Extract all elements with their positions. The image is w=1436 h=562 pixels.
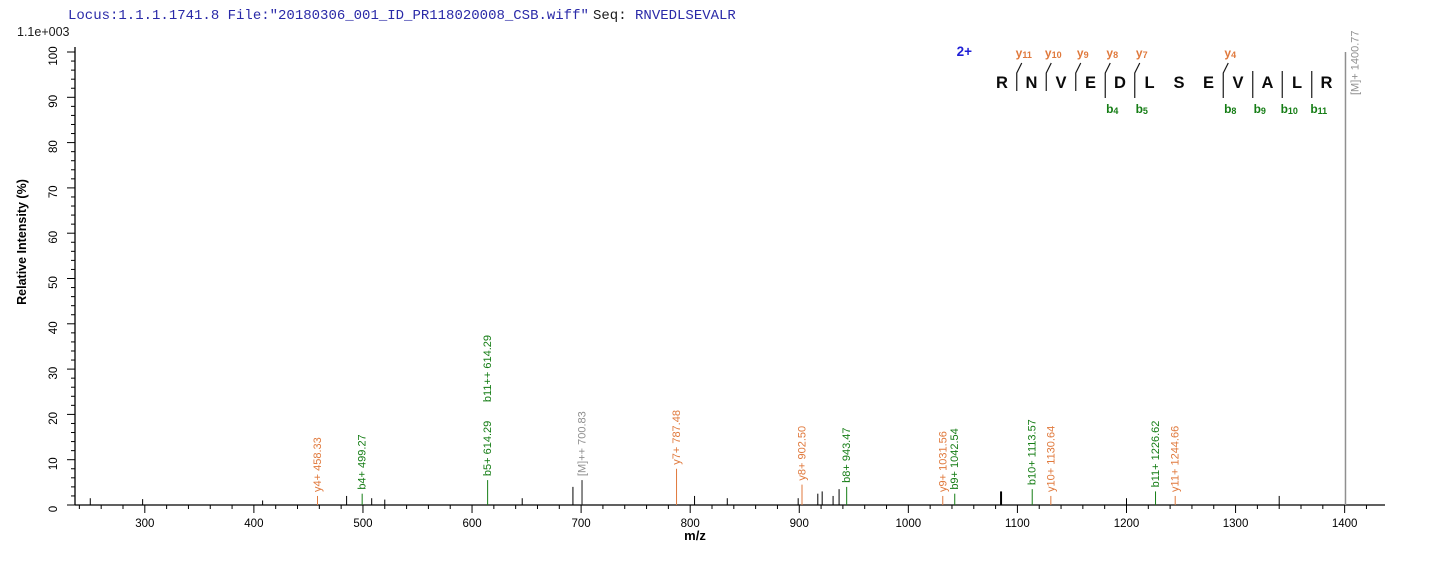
residue-letter: L bbox=[1144, 74, 1154, 92]
locus-file-text: Locus:1.1.1.1741.8 File:"20180306_001_ID… bbox=[68, 8, 589, 24]
y-ion-label: y11 bbox=[1016, 46, 1032, 60]
x-tick-label: 1400 bbox=[1332, 518, 1358, 530]
peak-label: y7+ 787.48 bbox=[671, 410, 683, 465]
peak-label: y9+ 1031.56 bbox=[937, 431, 949, 492]
x-tick-label: 900 bbox=[790, 518, 809, 530]
sequence-header: Seq: RNVEDLSEVALR bbox=[593, 8, 736, 24]
y-tick-label: 60 bbox=[48, 231, 60, 244]
b-ion-label: b11 bbox=[1310, 102, 1327, 116]
y-tick-label: 50 bbox=[48, 276, 60, 289]
peak-label: y8+ 902.50 bbox=[796, 426, 808, 481]
x-tick-label: 1200 bbox=[1114, 518, 1140, 530]
y-ion-label: y9 bbox=[1077, 46, 1089, 60]
x-tick-label: 500 bbox=[353, 518, 372, 530]
y-ion-label: y7 bbox=[1136, 46, 1148, 60]
residue-letter: N bbox=[1026, 74, 1038, 92]
b-ion-label: b5 bbox=[1136, 102, 1148, 116]
x-tick-label: 400 bbox=[244, 518, 263, 530]
residue-letter: A bbox=[1262, 74, 1274, 92]
x-tick-label: 600 bbox=[462, 518, 481, 530]
y-tick-label: 30 bbox=[48, 367, 60, 380]
residue-letter: V bbox=[1232, 74, 1243, 92]
fragment-divider bbox=[1104, 62, 1111, 98]
x-tick-label: 1300 bbox=[1223, 518, 1249, 530]
peak-label: b9+ 1042.54 bbox=[949, 428, 961, 489]
peak-label: b10+ 1113.57 bbox=[1027, 419, 1039, 485]
fragment-divider bbox=[1045, 62, 1052, 91]
charge-state-label: 2+ bbox=[957, 44, 973, 59]
x-tick-label: 800 bbox=[681, 518, 700, 530]
x-tick-label: 1000 bbox=[896, 518, 922, 530]
b-ion-label: b10 bbox=[1281, 102, 1298, 116]
x-axis-title: m/z bbox=[684, 528, 706, 543]
peak-label: b11++ 614.29 bbox=[482, 335, 494, 402]
fragment-divider bbox=[1134, 62, 1141, 98]
peak-label: y10+ 1130.64 bbox=[1045, 426, 1057, 492]
max-intensity-label: 1.1e+003 bbox=[17, 25, 70, 39]
y-tick-label: 80 bbox=[48, 140, 60, 153]
y-tick-label: 10 bbox=[48, 457, 60, 470]
y-axis-title: Relative Intensity (%) bbox=[15, 179, 29, 305]
peak-label: y11+ 1244.66 bbox=[1170, 426, 1182, 492]
x-tick-label: 700 bbox=[572, 518, 591, 530]
b-ion-label: b4 bbox=[1106, 102, 1118, 116]
residue-letter: S bbox=[1173, 74, 1184, 92]
residue-letter: E bbox=[1203, 74, 1214, 92]
residue-letter: R bbox=[1321, 74, 1333, 92]
y-ion-label: y4 bbox=[1224, 46, 1236, 60]
y-tick-label: 90 bbox=[48, 95, 60, 108]
b-ion-label: b9 bbox=[1254, 102, 1266, 116]
residue-letter: E bbox=[1085, 74, 1096, 92]
y-ion-label: y8 bbox=[1106, 46, 1118, 60]
x-tick-label: 300 bbox=[135, 518, 154, 530]
fragment-divider bbox=[1075, 62, 1082, 91]
seq-label: Seq: bbox=[593, 8, 636, 24]
peak-label: [M]+ 1400.77 bbox=[1349, 30, 1361, 95]
peak-label: b4+ 499.27 bbox=[357, 434, 369, 489]
peak-label: y4+ 458.33 bbox=[312, 437, 324, 492]
y-tick-label: 40 bbox=[48, 321, 60, 334]
y-tick-label: 70 bbox=[48, 186, 60, 199]
residue-letter: R bbox=[996, 74, 1008, 92]
fragment-divider bbox=[1016, 62, 1023, 91]
y-tick-label: 100 bbox=[48, 46, 60, 65]
x-tick-label: 1100 bbox=[1005, 518, 1030, 530]
seq-value: RNVEDLSEVALR bbox=[635, 8, 736, 24]
y-ion-label: y10 bbox=[1045, 46, 1062, 60]
b-ion-label: b8 bbox=[1224, 102, 1236, 116]
fragment-divider bbox=[1222, 62, 1229, 98]
residue-letter: L bbox=[1292, 74, 1302, 92]
peak-label: [M]++ 700.83 bbox=[577, 411, 589, 476]
peak-label: b8+ 943.47 bbox=[841, 428, 853, 483]
y-tick-label: 20 bbox=[48, 412, 60, 425]
peak-label: b11+ 1226.62 bbox=[1150, 421, 1162, 488]
residue-letter: D bbox=[1114, 74, 1126, 92]
residue-letter: V bbox=[1055, 74, 1066, 92]
peak-label: b5+ 614.29 bbox=[482, 421, 494, 476]
y-tick-label: 0 bbox=[48, 506, 60, 512]
